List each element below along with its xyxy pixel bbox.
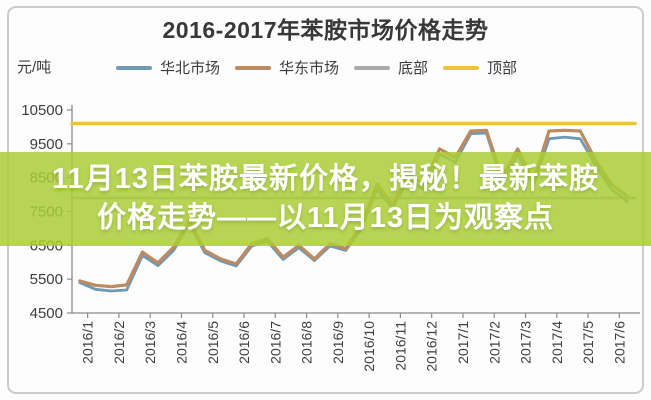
x-axis-tick-label: 2016/8 [299,321,315,364]
x-axis-tick-label: 2016/3 [142,321,158,364]
headline-line-2: 价格走势——以11月13日为观察点 [97,202,554,234]
legend-item-east-china-market: 华东市场 [235,57,339,78]
x-axis-tick-label: 2017/4 [549,321,565,364]
x-axis-tick-label: 2016/6 [236,321,252,364]
line-swatch-icon [235,65,272,70]
x-axis-tick-label: 2016/9 [330,321,346,364]
legend-item-bottom-level: 底部 [354,57,428,78]
x-axis-tick-label: 2017/3 [518,321,534,364]
x-axis-tick-label: 2016/4 [173,321,189,364]
y-axis-unit-label: 元/吨 [17,59,52,76]
legend-label: 华北市场 [160,60,221,77]
headline-overlay-banner: 11月13日苯胺最新价格，揭秘！最新苯胺 价格走势——以11月13日为观察点 [0,152,651,246]
legend-item-north-china-market: 华北市场 [116,57,220,78]
x-axis-tick-label: 2017/6 [611,321,627,364]
headline-line-1: 11月13日苯胺最新价格，揭秘！最新苯胺 [52,163,599,195]
line-swatch-icon [354,65,391,70]
legend-label: 底部 [398,60,429,77]
x-axis-tick-label: 2016/1 [80,321,96,364]
x-axis-tick-label: 2016/12 [424,321,440,372]
y-axis-tick-label: 5500 [30,271,63,288]
x-axis-tick-label: 2016/11 [392,321,408,371]
x-axis-tick-label: 2017/1 [455,321,471,364]
x-axis-tick-label: 2016/5 [205,321,221,364]
x-axis-tick-label: 2017/2 [486,321,502,364]
legend-label: 顶部 [487,60,518,77]
y-axis-tick-label: 10500 [21,102,63,119]
legend-item-top-level: 顶部 [443,57,517,78]
legend-label: 华东市场 [279,60,340,77]
y-axis-tick-label: 4500 [30,305,63,322]
x-axis-tick-label: 2016/7 [267,321,283,364]
chart-title: 2016-2017年苯胺市场价格走势 [162,17,489,43]
x-axis-tick-label: 2017/5 [580,321,596,364]
chart-legend: 华北市场 华东市场 底部 顶部 [116,57,517,78]
x-axis-tick-label: 2016/2 [111,321,127,364]
line-swatch-icon [443,65,480,70]
y-axis-tick-label: 9500 [30,136,63,153]
line-swatch-icon [116,65,152,70]
x-axis-tick-label: 2016/10 [361,321,377,372]
